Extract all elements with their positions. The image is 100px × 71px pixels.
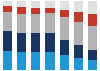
Bar — [60, 55, 69, 70]
Bar — [88, 14, 97, 26]
Bar — [88, 60, 97, 70]
Bar — [31, 8, 40, 14]
Bar — [31, 33, 40, 52]
Bar — [60, 40, 69, 55]
Bar — [88, 50, 97, 60]
Bar — [3, 31, 12, 51]
Bar — [74, 45, 83, 58]
Bar — [45, 52, 55, 70]
Bar — [17, 7, 26, 14]
Bar — [45, 13, 55, 33]
Bar — [74, 22, 83, 45]
Bar — [31, 1, 40, 8]
Bar — [60, 10, 69, 17]
Bar — [60, 17, 69, 40]
Bar — [3, 51, 12, 70]
Bar — [74, 12, 83, 22]
Bar — [45, 1, 55, 8]
Bar — [3, 1, 12, 6]
Bar — [88, 1, 97, 14]
Bar — [3, 6, 12, 12]
Bar — [74, 58, 83, 70]
Bar — [3, 12, 12, 31]
Bar — [88, 26, 97, 50]
Bar — [17, 52, 26, 70]
Bar — [45, 8, 55, 13]
Bar — [31, 52, 40, 70]
Bar — [17, 1, 26, 7]
Bar — [17, 33, 26, 52]
Bar — [31, 14, 40, 33]
Bar — [17, 14, 26, 33]
Bar — [45, 33, 55, 52]
Bar — [60, 1, 69, 10]
Bar — [74, 1, 83, 12]
